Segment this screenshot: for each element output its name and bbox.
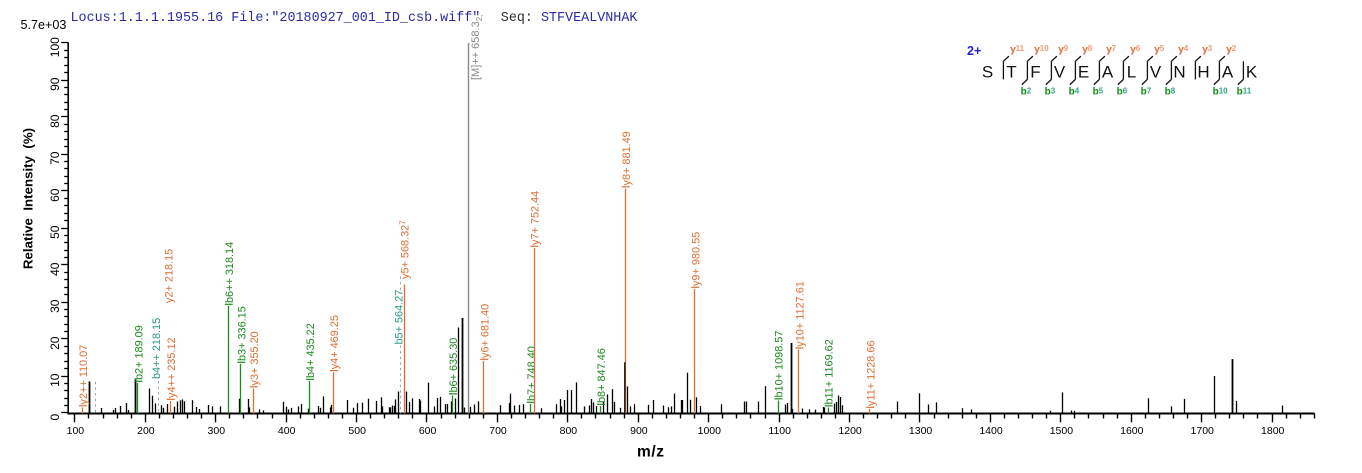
svg-text:y5+ 568.327: y5+ 568.327 [398,220,411,279]
svg-text:b3: b3 [1045,87,1056,98]
svg-text:y4++ 235.12: y4++ 235.12 [166,337,178,398]
svg-text:b8+ 847.46: b8+ 847.46 [596,348,608,403]
svg-text:b2: b2 [1021,87,1032,98]
svg-text:200: 200 [137,425,155,437]
svg-text:5.7e+03: 5.7e+03 [21,18,67,32]
svg-text:b11+ 1169.62: b11+ 1169.62 [824,339,836,404]
svg-text:y2+ 218.15: y2+ 218.15 [164,249,176,303]
svg-text:y2++ 110.07: y2++ 110.07 [78,345,90,405]
svg-text:10: 10 [48,373,62,387]
svg-text:70: 70 [48,151,62,165]
svg-text:A: A [1102,63,1114,82]
svg-text:y6+ 681.40: y6+ 681.40 [479,304,491,358]
svg-text:b3+ 336.15: b3+ 336.15 [236,306,248,361]
svg-text:y3+ 355.20: y3+ 355.20 [249,331,261,385]
svg-text:1400: 1400 [979,425,1003,437]
svg-text:1500: 1500 [1050,425,1074,437]
svg-text:y10+ 1127.61: y10+ 1127.61 [795,281,807,347]
svg-text:1600: 1600 [1120,425,1144,437]
svg-text:y10: y10 [1034,44,1049,56]
svg-text:Relative Intensity (%): Relative Intensity (%) [20,128,35,269]
svg-text:y5: y5 [1154,44,1165,56]
svg-text:30: 30 [48,299,62,313]
svg-text:b6: b6 [1117,87,1128,98]
svg-text:900: 900 [630,425,648,437]
svg-text:L: L [1127,63,1136,82]
svg-text:b4+ 435.22: b4+ 435.22 [305,323,317,378]
svg-text:y6: y6 [1130,44,1141,56]
svg-text:400: 400 [278,425,296,437]
svg-text:60: 60 [48,188,62,202]
svg-text:y8: y8 [1082,44,1093,56]
svg-text:40: 40 [48,262,62,276]
svg-text:1100: 1100 [768,425,791,437]
svg-text:b6++ 318.14: b6++ 318.14 [224,242,236,303]
svg-text:300: 300 [208,425,226,437]
svg-text:y8+ 881.49: y8+ 881.49 [621,131,633,185]
svg-text:y7+ 752.44: y7+ 752.44 [530,191,542,245]
svg-text:100: 100 [67,425,85,437]
svg-text:T: T [1006,63,1016,82]
svg-text:E: E [1078,63,1089,82]
svg-text:Locus:1.1.1.1955.16 File:"2018: Locus:1.1.1.1955.16 File:"20180927_001_I… [71,11,481,26]
svg-text:b10+ 1098.57: b10+ 1098.57 [774,331,786,398]
svg-text:y2: y2 [1226,44,1237,56]
svg-text:1200: 1200 [838,425,862,437]
svg-text:y7: y7 [1106,44,1117,56]
svg-text:y9+ 980.55: y9+ 980.55 [690,232,702,286]
svg-text:b11: b11 [1237,87,1252,98]
svg-text:b6+ 635.30: b6+ 635.30 [448,338,460,393]
svg-text:b4: b4 [1069,87,1080,98]
svg-text:50: 50 [48,225,62,239]
svg-text:80: 80 [48,114,62,128]
svg-text:Seq: STFVEALVNHAK: Seq: STFVEALVNHAK [501,11,639,26]
svg-text:1300: 1300 [909,425,933,437]
svg-text:b7: b7 [1141,87,1152,98]
svg-text:b7+ 748.40: b7+ 748.40 [526,346,538,401]
svg-text:1800: 1800 [1261,425,1285,437]
svg-text:H: H [1197,63,1209,82]
svg-text:y3: y3 [1202,44,1213,56]
svg-text:2+: 2+ [967,44,981,58]
svg-text:b8: b8 [1165,87,1176,98]
svg-text:[M]++ 658.32,: [M]++ 658.32, [470,15,484,80]
svg-text:0: 0 [48,414,62,421]
svg-text:y4: y4 [1178,44,1189,56]
svg-text:600: 600 [419,425,437,437]
svg-text:100: 100 [48,37,62,57]
svg-text:y9: y9 [1058,44,1069,56]
svg-text:V: V [1054,63,1066,82]
svg-text:y4+ 469.25: y4+ 469.25 [329,315,341,369]
svg-text:y11+ 1228.66: y11+ 1228.66 [865,340,877,406]
svg-text:A: A [1222,63,1234,82]
svg-text:b4++ 218.15: b4++ 218.15 [151,318,163,379]
svg-text:700: 700 [489,425,507,437]
svg-text:F: F [1030,63,1040,82]
svg-text:b5+ 564.27: b5+ 564.27 [394,290,406,345]
svg-text:500: 500 [348,425,366,437]
svg-text:K: K [1246,63,1258,82]
svg-text:b2+ 189.09: b2+ 189.09 [133,325,145,380]
svg-text:y11: y11 [1010,44,1025,56]
svg-text:N: N [1173,63,1185,82]
svg-text:b10: b10 [1213,87,1229,98]
svg-text:m/z: m/z [637,444,665,461]
svg-text:b5: b5 [1093,87,1104,98]
svg-text:90: 90 [48,77,62,91]
svg-text:800: 800 [560,425,578,437]
svg-text:1700: 1700 [1191,425,1215,437]
svg-text:1000: 1000 [698,425,722,437]
svg-text:S: S [982,63,993,82]
svg-text:V: V [1150,63,1162,82]
svg-text:20: 20 [48,336,62,350]
